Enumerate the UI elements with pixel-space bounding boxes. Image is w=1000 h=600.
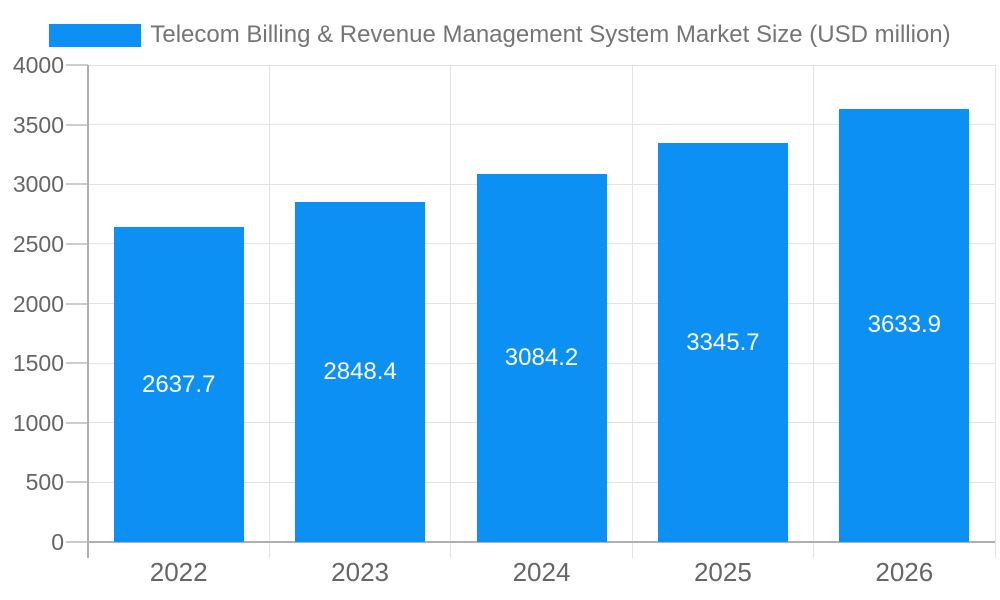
y-axis-tick xyxy=(66,242,88,245)
y-axis-tick xyxy=(66,421,88,424)
legend-series-label: Telecom Billing & Revenue Management Sys… xyxy=(150,21,951,48)
x-axis-category-label: 2023 xyxy=(331,557,389,587)
grid-line-horizontal xyxy=(88,124,995,126)
y-axis-tick xyxy=(66,362,88,365)
bar[interactable]: 2848.4 xyxy=(295,202,426,542)
grid-line-horizontal xyxy=(88,64,995,66)
y-axis-tick-label: 500 xyxy=(25,469,64,496)
bar-value-label: 3345.7 xyxy=(686,328,760,356)
y-axis-tick-label: 1000 xyxy=(12,409,64,436)
grid-line-vertical xyxy=(994,65,996,558)
bar[interactable]: 3084.2 xyxy=(476,174,607,542)
y-axis-tick-label: 1500 xyxy=(12,350,64,377)
y-axis-tick-label: 2500 xyxy=(12,230,64,257)
y-axis-tick-label: 3500 xyxy=(12,111,64,138)
x-axis-category-label: 2025 xyxy=(693,557,752,587)
bar-value-label: 3084.2 xyxy=(504,344,579,372)
grid-line-vertical xyxy=(813,65,815,558)
y-axis-tick-label: 3000 xyxy=(12,171,64,198)
x-axis-category-label: 2026 xyxy=(875,557,934,587)
y-axis-tick-label: 0 xyxy=(51,529,64,555)
grid-line-vertical xyxy=(268,65,270,558)
x-axis-baseline xyxy=(88,541,995,543)
y-axis-tick xyxy=(66,64,88,66)
bar[interactable]: 2637.7 xyxy=(113,227,244,542)
y-axis-tick-label: 2000 xyxy=(12,290,64,317)
legend-swatch xyxy=(49,23,142,47)
bar[interactable]: 3345.7 xyxy=(657,143,788,542)
grid-line-vertical xyxy=(631,65,633,558)
y-axis-tick xyxy=(66,302,88,305)
y-axis-tick xyxy=(66,541,88,543)
bar[interactable]: 3633.9 xyxy=(839,108,970,542)
bar-value-label: 3633.9 xyxy=(867,311,941,339)
bar-value-label: 2848.4 xyxy=(323,358,397,386)
x-axis-category-label: 2022 xyxy=(149,557,208,587)
bar-value-label: 2637.7 xyxy=(141,370,216,398)
y-axis-tick xyxy=(66,123,88,126)
y-axis-tick xyxy=(66,481,88,484)
x-axis-category-label: 2024 xyxy=(512,557,571,587)
legend[interactable]: Telecom Billing & Revenue Management Sys… xyxy=(0,21,1000,49)
y-axis-tick-label: 4000 xyxy=(12,52,64,78)
y-axis-tick xyxy=(66,183,88,186)
grid-line-vertical xyxy=(450,65,452,558)
y-axis-line xyxy=(87,65,89,558)
